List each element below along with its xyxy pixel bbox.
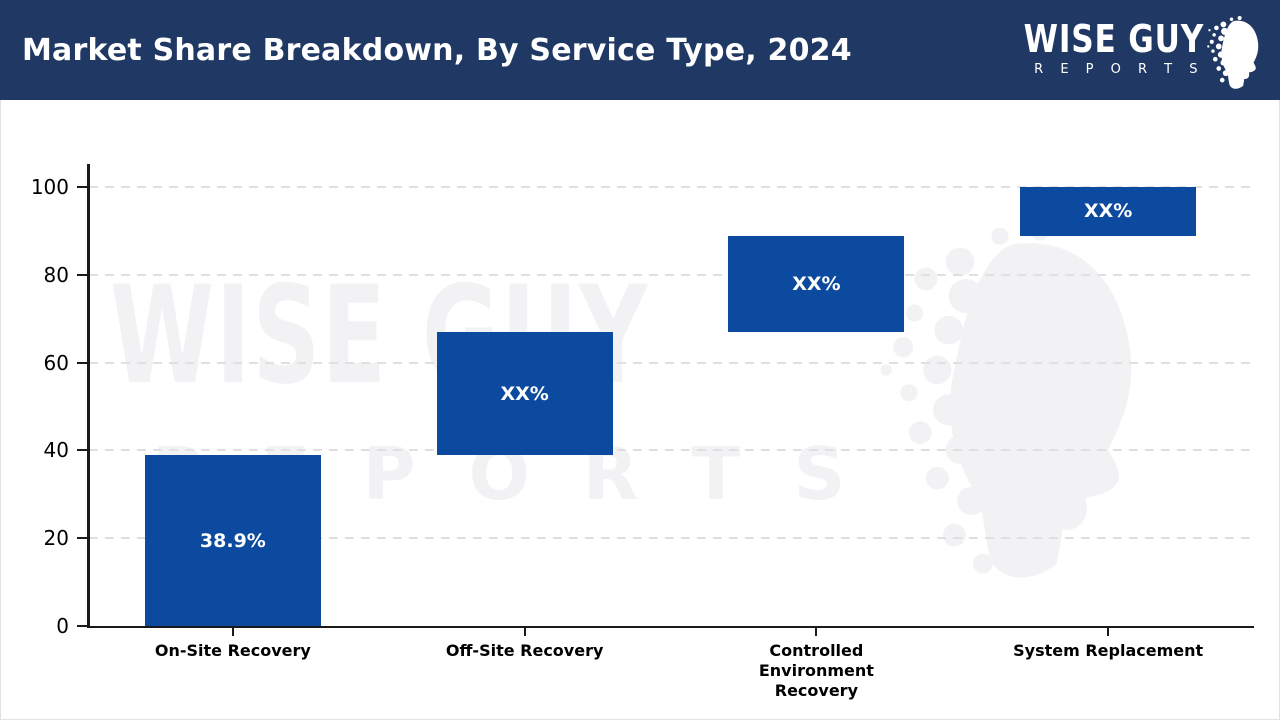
y-tick-label: 80 bbox=[43, 262, 69, 287]
x-category-label-line: Off-Site Recovery bbox=[445, 641, 604, 660]
y-tick-label: 100 bbox=[30, 175, 69, 199]
x-tick-mark bbox=[523, 628, 526, 636]
gridline-100 bbox=[89, 186, 1254, 188]
y-tick-mark bbox=[77, 449, 87, 452]
gridline-20 bbox=[89, 537, 1254, 540]
bar-3: XX% bbox=[728, 235, 905, 333]
x-category-label-line: On-Site Recovery bbox=[154, 641, 311, 660]
bar-value-label: XX% bbox=[1083, 200, 1133, 223]
gridline-40 bbox=[89, 449, 1254, 452]
x-category-label: On-Site Recovery bbox=[87, 641, 379, 661]
brand-logo: WISE GUY R E P O R T S bbox=[1010, 6, 1270, 96]
x-tick-mark bbox=[1107, 628, 1110, 636]
brand-name: WISE GUY bbox=[1023, 17, 1204, 61]
brand-text: WISE GUY R E P O R T S bbox=[984, 17, 1204, 77]
y-tick-label: 40 bbox=[43, 438, 69, 463]
watermark-head-icon bbox=[862, 220, 1172, 596]
x-tick-mark bbox=[231, 628, 234, 636]
x-category-label: System Replacement bbox=[962, 641, 1254, 661]
bar-value-label: 38.9% bbox=[199, 529, 266, 552]
bar-1: 38.9% bbox=[144, 455, 321, 626]
bar-value-label: XX% bbox=[792, 273, 841, 295]
y-tick-label: 0 bbox=[56, 614, 69, 638]
gridline-60 bbox=[89, 361, 1254, 364]
y-tick-mark bbox=[77, 361, 87, 364]
x-category-label: Controlled Environment Recovery bbox=[671, 641, 963, 701]
gridline-80 bbox=[89, 273, 1254, 276]
header-bar: Market Share Breakdown, By Service Type,… bbox=[0, 0, 1280, 100]
x-category-label: Off-Site Recovery bbox=[379, 641, 671, 661]
y-axis-line bbox=[87, 164, 90, 628]
brand-subtitle: R E P O R T S bbox=[1034, 61, 1204, 77]
y-tick-mark bbox=[77, 625, 87, 627]
y-tick-label: 20 bbox=[43, 526, 69, 551]
x-category-label-line: System Replacement bbox=[1013, 641, 1204, 660]
bar-value-label: XX% bbox=[500, 382, 549, 405]
x-axis-line bbox=[87, 625, 1254, 628]
y-tick-mark bbox=[77, 537, 87, 540]
x-category-label-line: Recovery bbox=[774, 681, 858, 700]
brand-head-icon bbox=[1206, 14, 1264, 98]
y-tick-mark bbox=[77, 186, 87, 188]
x-category-label-line: Environment bbox=[758, 661, 874, 680]
x-tick-mark bbox=[815, 628, 818, 636]
bar-2: XX% bbox=[436, 332, 613, 456]
y-tick-label: 60 bbox=[43, 350, 69, 375]
bar-4: XX% bbox=[1020, 187, 1197, 236]
x-category-label-line: Controlled bbox=[769, 641, 864, 660]
page-title: Market Share Breakdown, By Service Type,… bbox=[22, 32, 852, 68]
y-tick-mark bbox=[77, 273, 87, 276]
